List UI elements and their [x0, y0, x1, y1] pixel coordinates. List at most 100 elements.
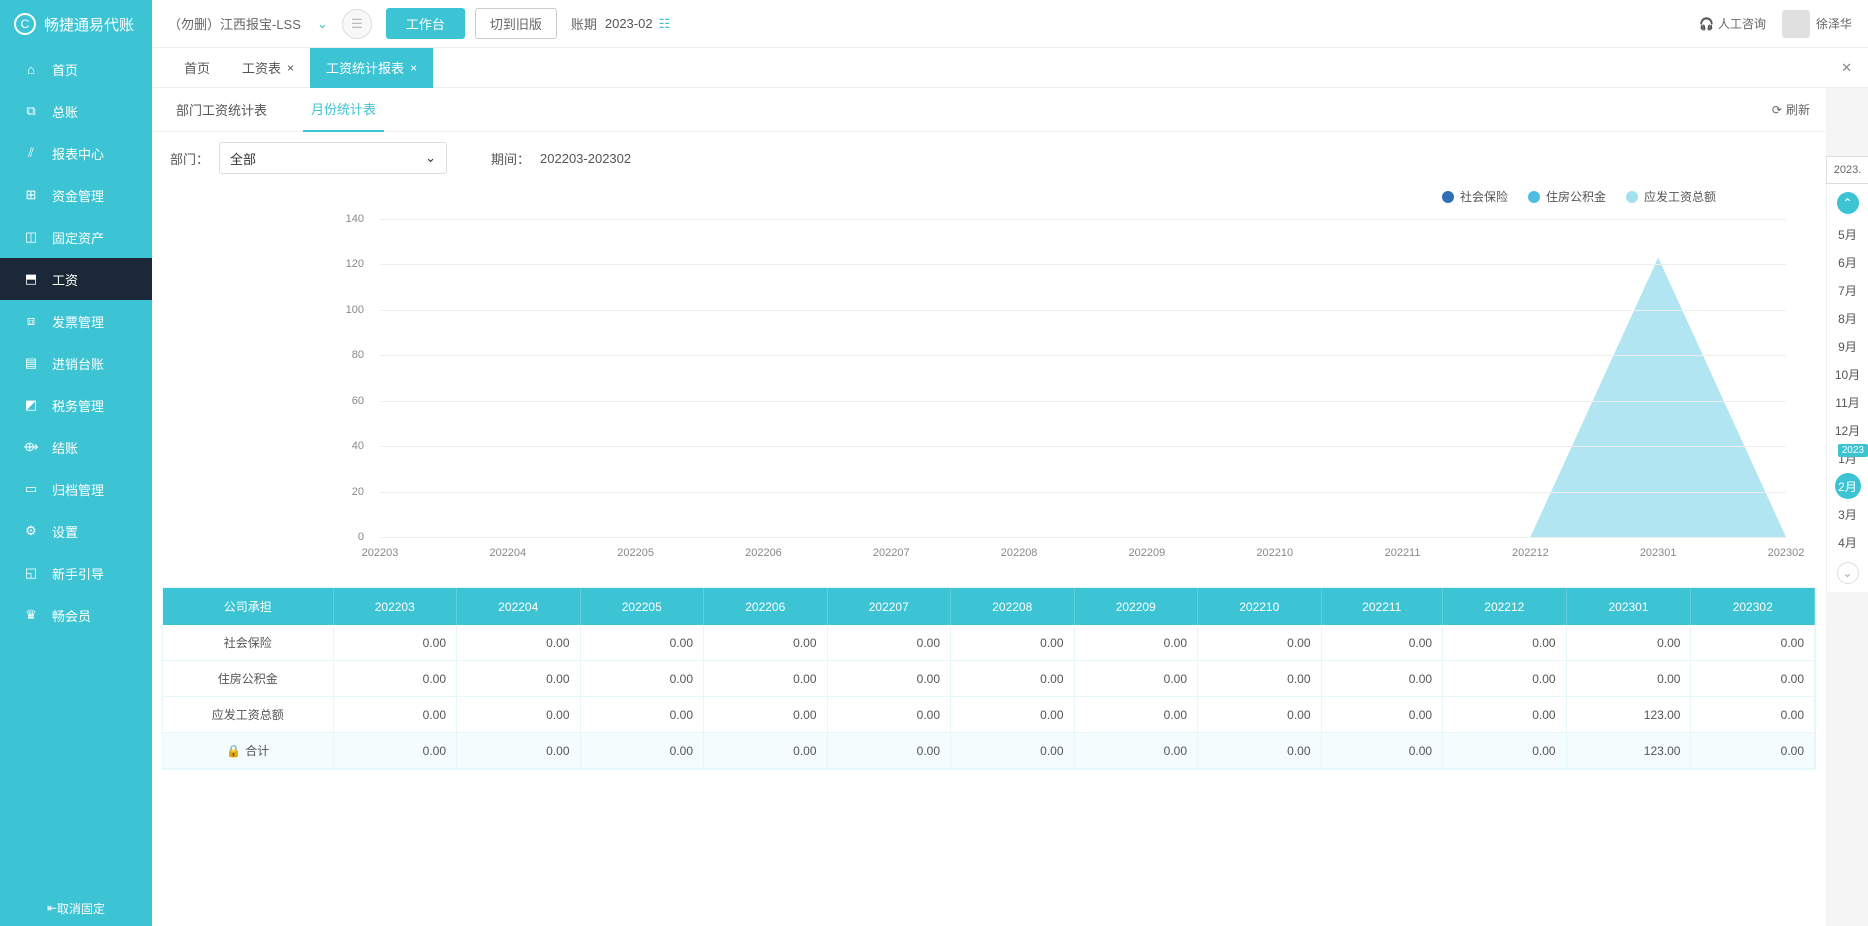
rail-down-icon[interactable]: ⌄ — [1837, 562, 1859, 584]
row-label: 🔒合计 — [163, 733, 333, 769]
cell: 0.00 — [1321, 733, 1443, 769]
cell: 0.00 — [1566, 625, 1691, 661]
sidebar-item-11[interactable]: ⚙设置 — [0, 510, 152, 552]
table-row: 应发工资总额0.000.000.000.000.000.000.000.000.… — [163, 697, 1815, 733]
close-icon[interactable]: × — [410, 61, 417, 75]
avatar[interactable] — [1782, 10, 1810, 38]
doc-icon-button[interactable]: ☰ — [342, 9, 372, 39]
subtabs: 部门工资统计表月份统计表 ⟳ 刷新 — [152, 88, 1826, 132]
grid-line — [380, 219, 1786, 220]
table-row: 社会保险0.000.000.000.000.000.000.000.000.00… — [163, 625, 1815, 661]
col-header: 202207 — [827, 588, 951, 625]
nav-icon: ⟴ — [22, 438, 40, 456]
chevron-down-icon[interactable]: ⌄ — [317, 16, 328, 32]
company-selector[interactable]: （勿删）江西报宝-LSS — [168, 14, 301, 33]
rail-up-icon[interactable]: ⌃ — [1837, 192, 1859, 214]
switch-old-button[interactable]: 切到旧版 — [475, 8, 557, 39]
rail-month[interactable]: 7月 — [1827, 276, 1868, 304]
period-value: 2023-02 — [605, 16, 653, 31]
y-tick: 80 — [172, 349, 372, 361]
brand-logo: C 畅捷通易代账 — [0, 0, 152, 48]
nav-label: 税务管理 — [52, 396, 104, 415]
cell: 0.00 — [1443, 661, 1567, 697]
calendar-icon[interactable]: ☷ — [659, 16, 671, 32]
tab-0[interactable]: 首页 — [168, 48, 226, 88]
rail-year[interactable]: 2023. — [1826, 156, 1868, 184]
cell: 0.00 — [951, 733, 1075, 769]
sidebar-item-9[interactable]: ⟴结账 — [0, 426, 152, 468]
tabs-close-all[interactable]: ✕ — [1841, 60, 1852, 76]
sidebar-item-7[interactable]: ▤进销台账 — [0, 342, 152, 384]
sidebar-item-0[interactable]: ⌂首页 — [0, 48, 152, 90]
cell: 0.00 — [333, 625, 457, 661]
close-icon[interactable]: × — [287, 61, 294, 75]
sidebar-item-12[interactable]: ◱新手引导 — [0, 552, 152, 594]
nav-label: 报表中心 — [52, 144, 104, 163]
col-header: 202206 — [704, 588, 828, 625]
nav-icon: ⬒ — [22, 270, 40, 288]
grid-line — [380, 355, 1786, 356]
subtab-1[interactable]: 月份统计表 — [303, 88, 384, 132]
x-tick: 202211 — [1385, 547, 1421, 559]
cell: 0.00 — [951, 625, 1075, 661]
rail-month[interactable]: 11月 — [1827, 388, 1868, 416]
cell: 0.00 — [704, 625, 828, 661]
sidebar-item-3[interactable]: ⊞资金管理 — [0, 174, 152, 216]
sidebar-item-5[interactable]: ⬒工资 — [0, 258, 152, 300]
grid-line — [380, 537, 1786, 538]
col-header: 202212 — [1443, 588, 1567, 625]
nav-icon: ⫽ — [22, 144, 40, 162]
brand-icon: C — [14, 13, 36, 35]
nav-label: 进销台账 — [52, 354, 104, 373]
cell: 0.00 — [1691, 661, 1815, 697]
rail-month[interactable]: 2月 — [1835, 473, 1861, 499]
cell: 0.00 — [827, 661, 951, 697]
sidebar-item-1[interactable]: ⧉总账 — [0, 90, 152, 132]
table-row-total: 🔒合计0.000.000.000.000.000.000.000.000.000… — [163, 733, 1815, 769]
legend-label: 应发工资总额 — [1644, 188, 1716, 205]
sidebar-item-4[interactable]: ◫固定资产 — [0, 216, 152, 258]
sidebar-item-8[interactable]: ◩税务管理 — [0, 384, 152, 426]
legend-item[interactable]: 应发工资总额 — [1626, 188, 1716, 205]
sidebar-item-13[interactable]: ♛畅会员 — [0, 594, 152, 636]
rail-month[interactable]: 8月 — [1827, 304, 1868, 332]
refresh-button[interactable]: ⟳ 刷新 — [1772, 101, 1810, 118]
dept-select[interactable]: 全部 ⌄ — [219, 142, 447, 174]
x-tick: 202209 — [1129, 547, 1166, 559]
y-tick: 100 — [172, 304, 372, 316]
x-tick: 202206 — [745, 547, 782, 559]
brand-name: 畅捷通易代账 — [44, 14, 134, 35]
workbench-button[interactable]: 工作台 — [386, 8, 465, 39]
rail-month[interactable]: 9月 — [1827, 332, 1868, 360]
nav-icon: ⚙ — [22, 522, 40, 540]
sidebar-item-2[interactable]: ⫽ 报表中心 — [0, 132, 152, 174]
help-link[interactable]: 🎧 人工咨询 — [1699, 15, 1766, 32]
nav-label: 首页 — [52, 60, 78, 79]
nav-icon: ▭ — [22, 480, 40, 498]
rail-month[interactable]: 12月 — [1827, 416, 1868, 444]
cell: 0.00 — [457, 625, 581, 661]
col-header: 202208 — [951, 588, 1075, 625]
unpin-button[interactable]: ⇤ 取消固定 — [0, 890, 152, 926]
row-label: 住房公积金 — [163, 661, 333, 697]
sidebar-item-6[interactable]: ⧈发票管理 — [0, 300, 152, 342]
refresh-icon: ⟳ — [1772, 103, 1782, 117]
plot-area — [380, 219, 1786, 537]
nav-icon: ◱ — [22, 564, 40, 582]
nav-icon: ♛ — [22, 606, 40, 624]
cell: 0.00 — [1321, 697, 1443, 733]
tab-2[interactable]: 工资统计报表× — [310, 48, 433, 88]
legend-item[interactable]: 社会保险 — [1442, 188, 1508, 205]
tab-1[interactable]: 工资表× — [226, 48, 310, 88]
legend-item[interactable]: 住房公积金 — [1528, 188, 1606, 205]
cell: 0.00 — [827, 625, 951, 661]
subtab-0[interactable]: 部门工资统计表 — [168, 88, 275, 132]
rail-month[interactable]: 10月 — [1827, 360, 1868, 388]
rail-month[interactable]: 3月 — [1827, 500, 1868, 528]
cell: 0.00 — [704, 697, 828, 733]
rail-month[interactable]: 6月 — [1827, 248, 1868, 276]
rail-month[interactable]: 4月 — [1827, 528, 1868, 556]
rail-month[interactable]: 5月 — [1827, 220, 1868, 248]
nav-list: ⌂首页⧉总账⫽报表中心⊞资金管理◫固定资产⬒工资⧈发票管理▤进销台账◩税务管理⟴… — [0, 48, 152, 890]
sidebar-item-10[interactable]: ▭归档管理 — [0, 468, 152, 510]
